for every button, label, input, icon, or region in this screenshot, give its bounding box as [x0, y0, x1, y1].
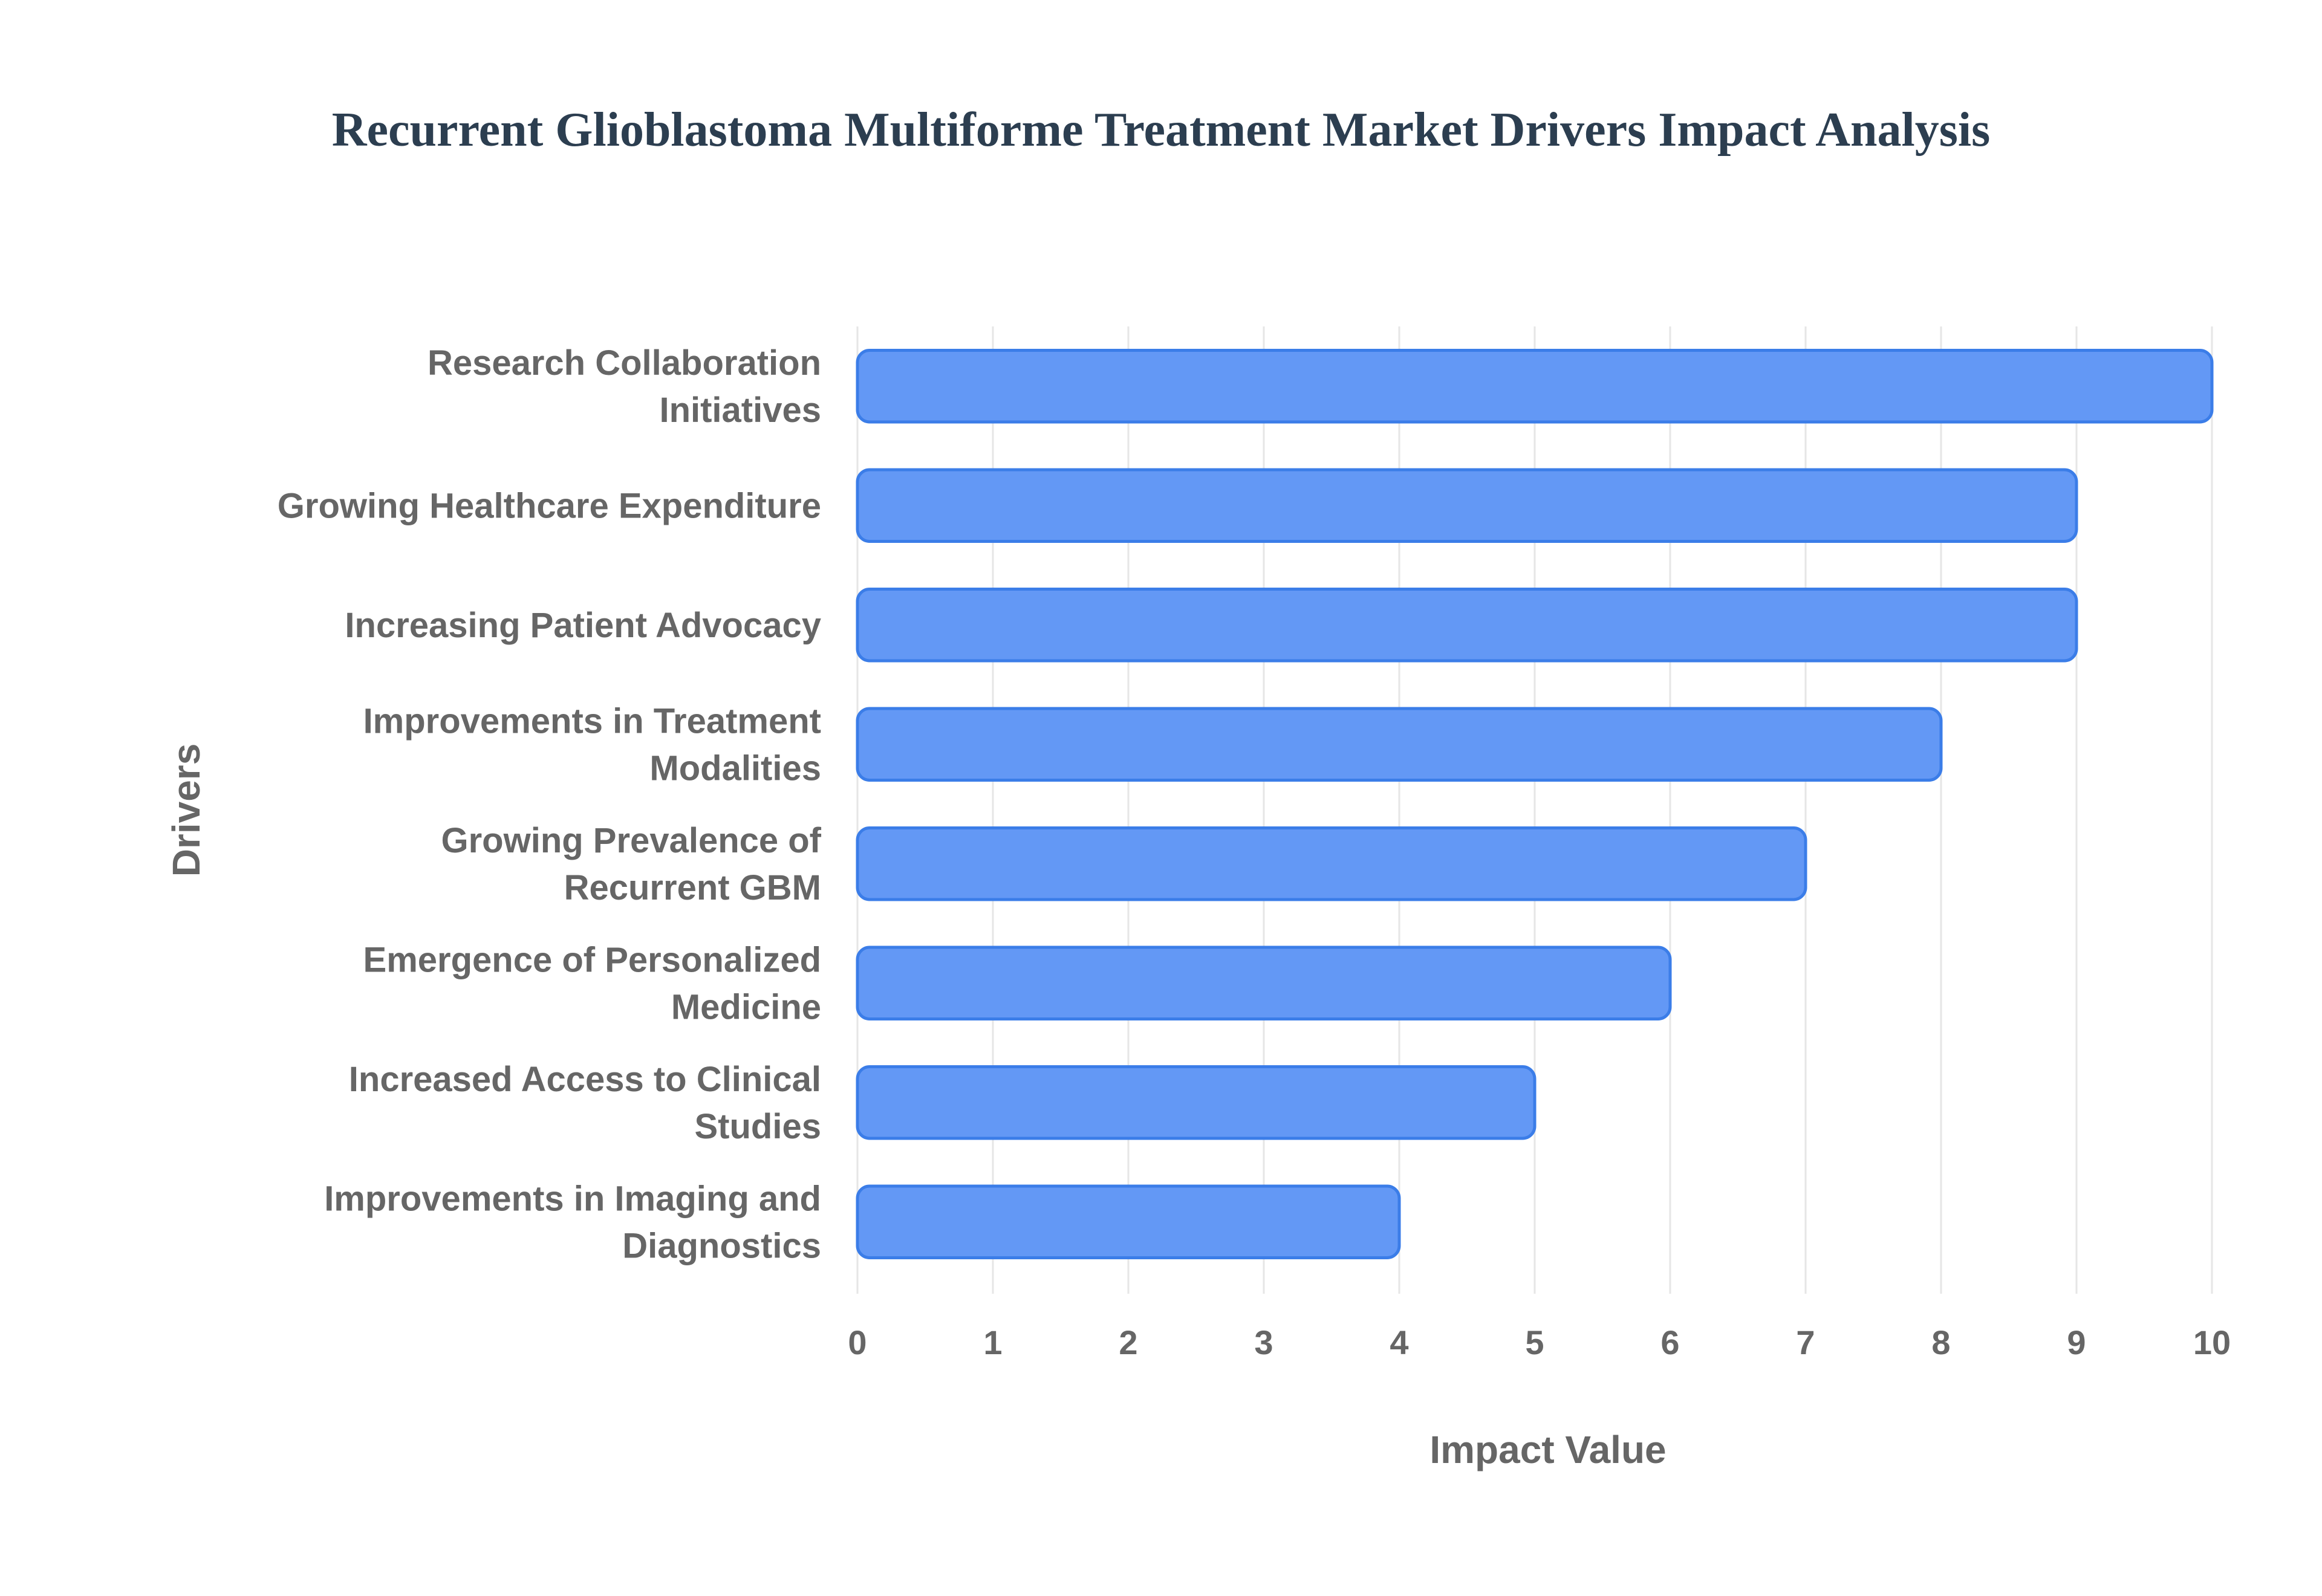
bar — [856, 349, 2214, 424]
x-tick-label: 5 — [1525, 1323, 1544, 1361]
y-category-label: Growing Prevalence of — [441, 821, 821, 860]
bar — [856, 588, 2078, 663]
y-axis-title: Drivers — [164, 744, 208, 877]
bar — [856, 707, 1943, 782]
y-category-label: Diagnostics — [622, 1226, 821, 1265]
x-axis-title: Impact Value — [1429, 1428, 1666, 1471]
chart-title: Recurrent Glioblastoma Multiforme Treatm… — [331, 103, 1991, 157]
bar — [856, 1184, 1401, 1259]
x-tick-label: 10 — [2193, 1323, 2231, 1361]
bar — [856, 468, 2078, 543]
y-category-label: Modalities — [649, 748, 821, 788]
y-category-label: Emergence of Personalized — [363, 940, 821, 979]
y-category-label: Increased Access to Clinical — [349, 1060, 821, 1099]
y-category-label: Studies — [695, 1107, 822, 1146]
y-category-label: Initiatives — [659, 391, 821, 430]
x-tick-label: 2 — [1119, 1323, 1137, 1361]
y-category-label: Growing Healthcare Expenditure — [278, 486, 821, 525]
bar — [856, 1065, 1537, 1140]
x-tick-label: 4 — [1390, 1323, 1408, 1361]
y-category-label: Medicine — [671, 987, 821, 1027]
y-category-label: Improvements in Imaging and — [324, 1179, 821, 1218]
bars — [856, 349, 2214, 1259]
x-tick-label: 0 — [848, 1323, 867, 1361]
x-tick-label: 8 — [1931, 1323, 1950, 1361]
x-tick-label: 9 — [2067, 1323, 2086, 1361]
y-category-label: Research Collaboration — [428, 343, 821, 383]
bar — [856, 826, 1807, 901]
x-tick-label: 1 — [983, 1323, 1002, 1361]
x-axis: 0 1 2 3 4 5 6 7 8 9 10 — [848, 1323, 2231, 1361]
y-axis-categories: Research Collaboration Initiatives Growing… — [278, 343, 822, 1266]
y-category-label: Improvements in Treatment — [363, 701, 821, 741]
x-tick-label: 6 — [1660, 1323, 1679, 1361]
x-tick-label: 3 — [1254, 1323, 1273, 1361]
y-category-label: Increasing Patient Advocacy — [345, 606, 821, 645]
bar — [856, 946, 1672, 1020]
x-tick-label: 7 — [1796, 1323, 1815, 1361]
y-category-label: Recurrent GBM — [564, 868, 821, 907]
